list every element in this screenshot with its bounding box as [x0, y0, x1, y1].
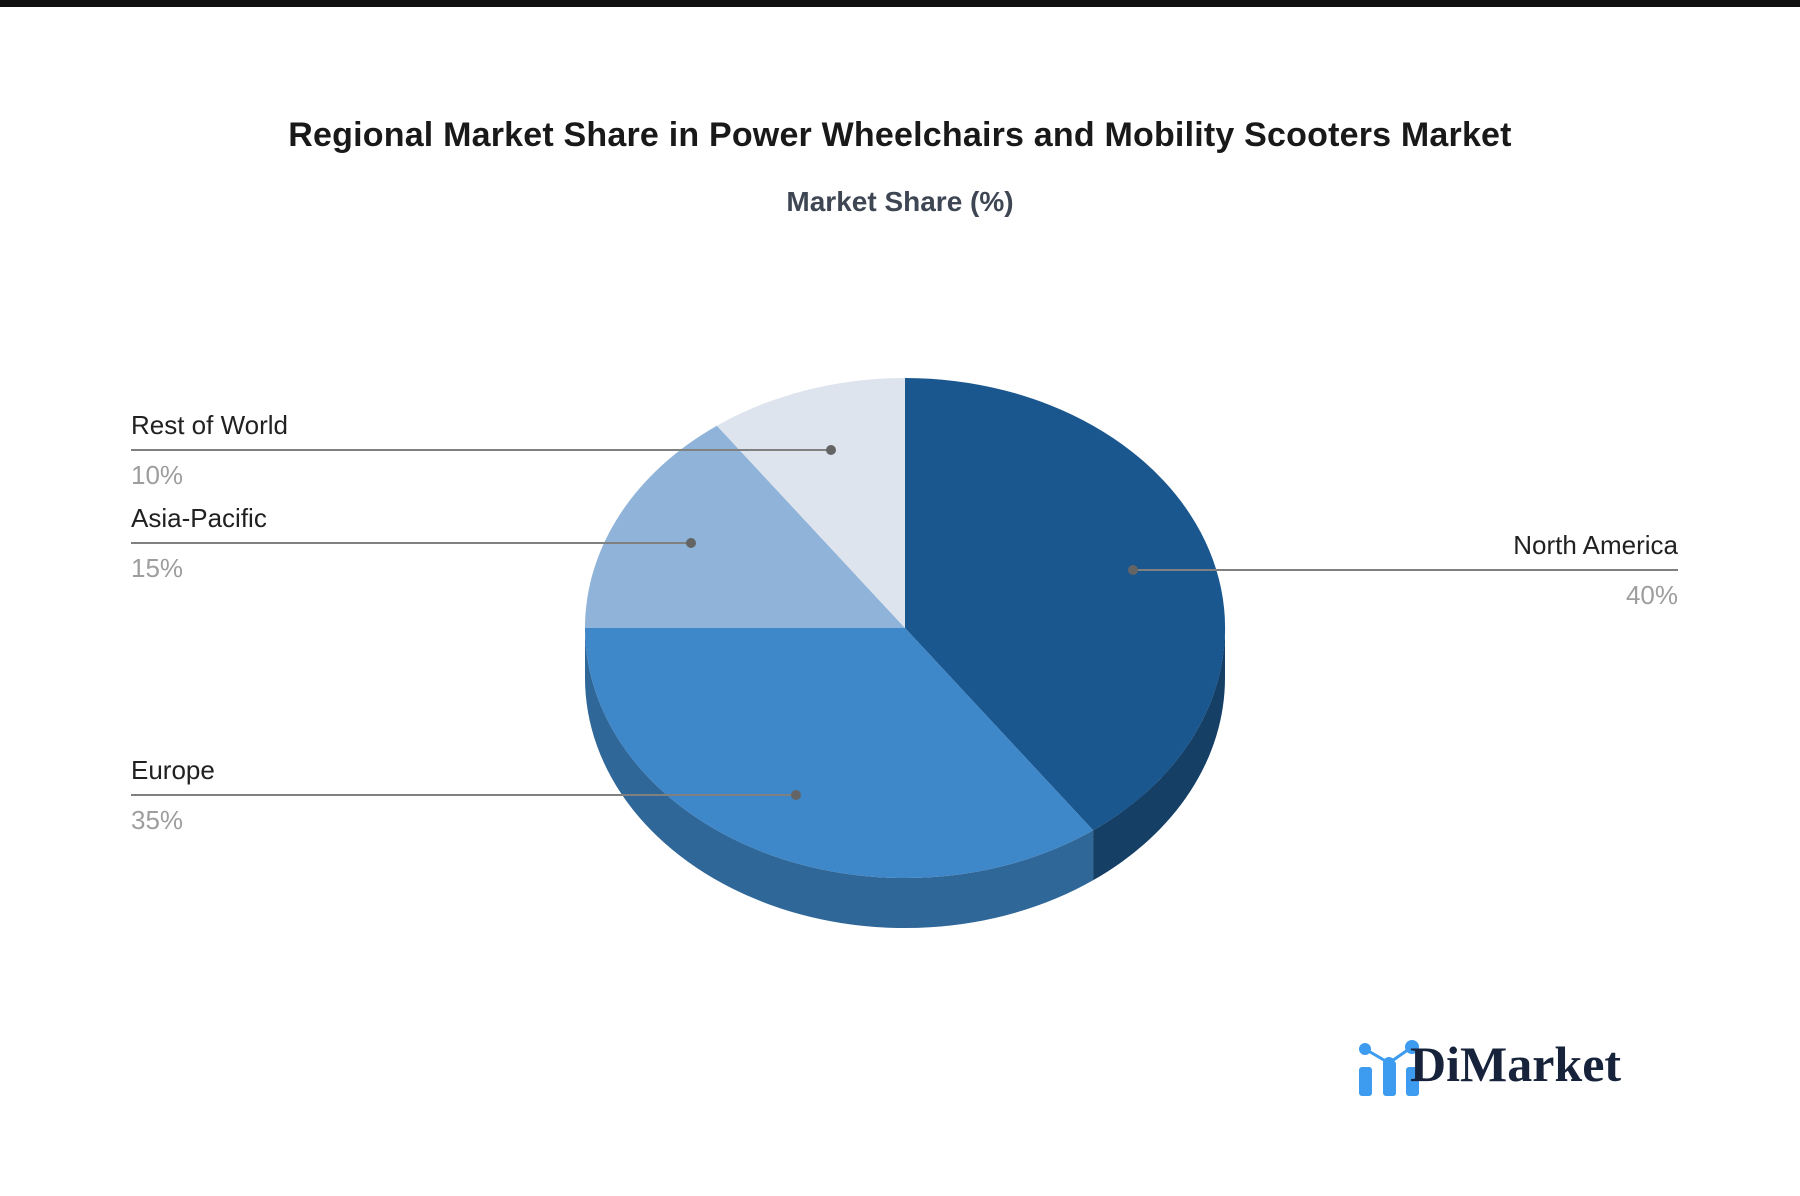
bar-line-chart-icon	[1359, 1040, 1419, 1096]
chart-title: Regional Market Share in Power Wheelchai…	[288, 116, 1512, 154]
top-border	[0, 0, 1800, 7]
pie-side-north-america	[1093, 628, 1226, 881]
pie-slice-europe	[584, 628, 1094, 879]
pie-slice-rest-of-world	[716, 377, 905, 628]
chart-subtitle: Market Share (%)	[786, 186, 1014, 217]
pie-slice-north-america	[905, 378, 1226, 831]
pie-slice-asia-pacific	[585, 425, 905, 628]
brand-logo: DiMarket	[1352, 1036, 1772, 1106]
brand-name: DiMarket	[1410, 1036, 1622, 1092]
pie-side-europe	[584, 628, 1094, 929]
